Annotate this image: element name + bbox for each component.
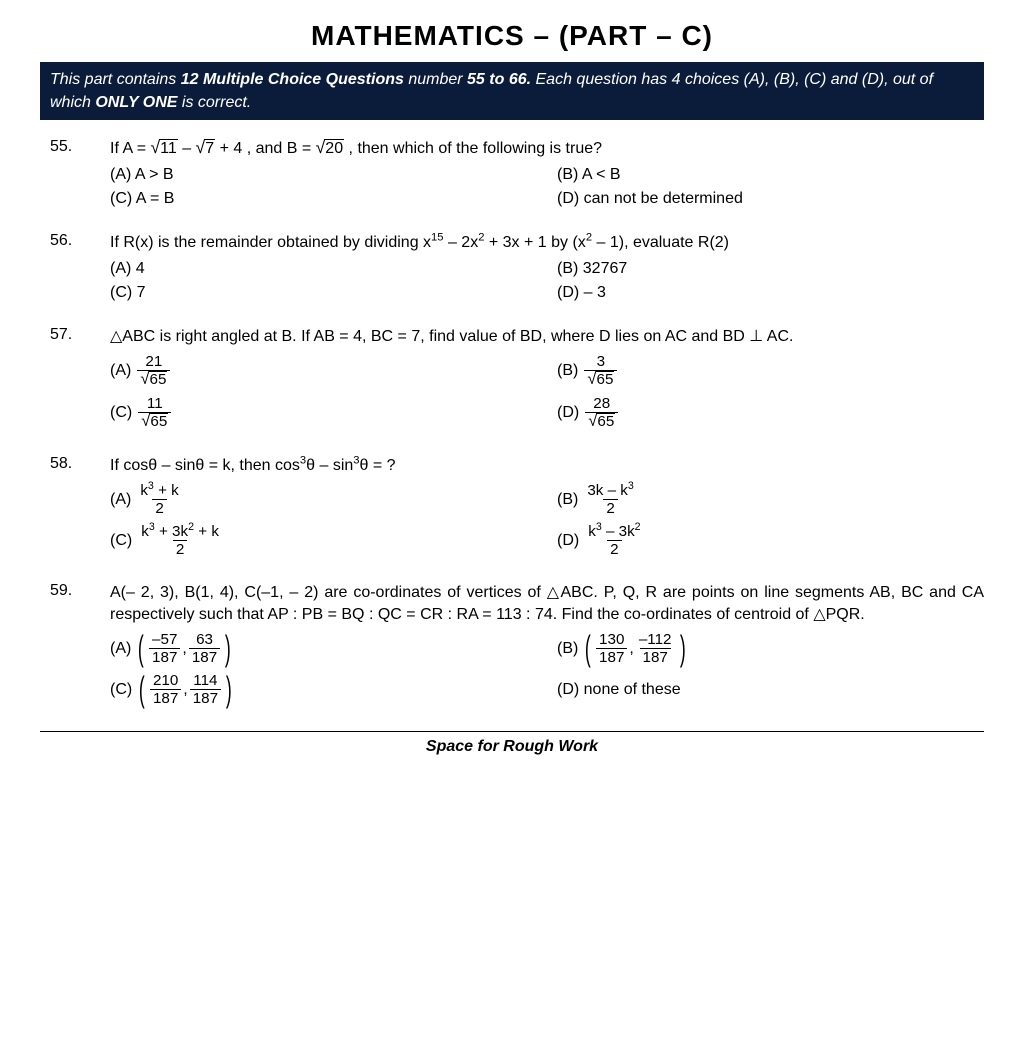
option-b: (B) A < B — [557, 164, 984, 186]
denominator: √65 — [138, 412, 171, 431]
instructions-banner: This part contains 12 Multiple Choice Qu… — [40, 62, 984, 120]
option-label: (C) — [110, 404, 132, 422]
denominator: 2 — [152, 499, 166, 517]
coord-pair: ( 210187 , 114187 ) — [136, 670, 235, 709]
denominator: 2 — [173, 540, 187, 558]
banner-text: number — [404, 71, 467, 88]
option-a: (A) 4 — [110, 258, 537, 280]
option-b: (B) 3 √65 — [557, 351, 984, 391]
banner-text: is correct. — [177, 94, 251, 111]
option-d: (D) 28 √65 — [557, 393, 984, 433]
stem-text: + 4 , and B = — [220, 140, 316, 157]
option-c: (C) A = B — [110, 188, 537, 210]
coord-pair: ( 130187 , –112187 ) — [582, 629, 688, 668]
option-label: (A) — [110, 491, 131, 509]
fraction: 11 √65 — [138, 395, 171, 431]
option-b: (B) 32767 — [557, 258, 984, 280]
stem-text: – 2x — [444, 234, 479, 251]
sqrt-11: √11 — [150, 139, 177, 158]
numerator: 28 — [590, 395, 613, 412]
questions-list: 55. If A = √11 – √7 + 4 , and B = √20 , … — [50, 138, 984, 709]
stem-text: – — [182, 140, 195, 157]
numerator: 21 — [142, 353, 165, 370]
banner-bold-2: 55 to 66. — [467, 71, 531, 88]
question-stem: If R(x) is the remainder obtained by div… — [110, 232, 984, 254]
question-59: 59. A(– 2, 3), B(1, 4), C(–1, – 2) are c… — [50, 582, 984, 709]
coord-pair: ( –57187 , 63187 ) — [135, 629, 234, 668]
numerator: k3 – 3k2 — [585, 523, 643, 540]
page-title: MATHEMATICS – (PART – C) — [40, 20, 984, 52]
numerator: 11 — [144, 395, 166, 412]
fraction: k3 + 3k2 + k 2 — [138, 523, 222, 558]
option-a: (A) A > B — [110, 164, 537, 186]
denominator: 2 — [603, 499, 617, 517]
stem-text: , then which of the following is true? — [349, 140, 602, 157]
question-stem: If cosθ – sinθ = k, then cos3θ – sin3θ =… — [110, 455, 984, 477]
denominator: √65 — [584, 370, 617, 389]
option-b: (B) 3k – k3 2 — [557, 480, 984, 519]
option-d: (D) k3 – 3k2 2 — [557, 521, 984, 560]
numerator: k3 + 3k2 + k — [138, 523, 222, 540]
question-55: 55. If A = √11 – √7 + 4 , and B = √20 , … — [50, 138, 984, 210]
numerator: k3 + k — [137, 482, 181, 499]
fraction: 21 √65 — [137, 353, 170, 389]
option-label: (B) — [557, 362, 578, 380]
stem-text: θ – sin — [306, 457, 353, 474]
fraction: 3k – k3 2 — [584, 482, 636, 517]
question-stem: △ABC is right angled at B. If AB = 4, BC… — [110, 326, 984, 348]
question-stem: If A = √11 – √7 + 4 , and B = √20 , then… — [110, 138, 984, 160]
fraction: 3 √65 — [584, 353, 617, 389]
question-stem: A(– 2, 3), B(1, 4), C(–1, – 2) are co-or… — [110, 582, 984, 625]
sqrt-20: √20 — [316, 139, 344, 158]
stem-text: + 3x + 1 by (x — [484, 234, 585, 251]
denominator: √65 — [585, 412, 618, 431]
option-label: (A) — [110, 362, 131, 380]
exponent: 15 — [431, 232, 443, 244]
banner-text: This part contains — [50, 71, 181, 88]
option-label: (A) — [110, 640, 131, 658]
fraction: k3 + k 2 — [137, 482, 181, 517]
rough-work-label: Space for Rough Work — [40, 738, 984, 756]
option-c: (C) k3 + 3k2 + k 2 — [110, 521, 537, 560]
question-number: 57. — [50, 326, 110, 433]
denominator: √65 — [137, 370, 170, 389]
option-c: (C) 11 √65 — [110, 393, 537, 433]
stem-text: If A = — [110, 140, 150, 157]
stem-text: If cosθ – sinθ = k, then cos — [110, 457, 300, 474]
option-d: (D) – 3 — [557, 282, 984, 304]
option-label: (B) — [557, 491, 578, 509]
question-57: 57. △ABC is right angled at B. If AB = 4… — [50, 326, 984, 433]
option-d: (D) none of these — [557, 670, 984, 709]
fraction: k3 – 3k2 2 — [585, 523, 643, 558]
stem-text: If R(x) is the remainder obtained by div… — [110, 234, 431, 251]
banner-bold-1: 12 Multiple Choice Questions — [181, 71, 404, 88]
question-number: 58. — [50, 455, 110, 561]
denominator: 2 — [607, 540, 621, 558]
option-label: (C) — [110, 532, 132, 550]
option-d: (D) can not be determined — [557, 188, 984, 210]
fraction: 28 √65 — [585, 395, 618, 431]
option-label: (B) — [557, 640, 578, 658]
option-a: (A) k3 + k 2 — [110, 480, 537, 519]
question-number: 56. — [50, 232, 110, 304]
question-number: 59. — [50, 582, 110, 709]
numerator: 3 — [594, 353, 608, 370]
numerator: 3k – k3 — [584, 482, 636, 499]
stem-text: – 1), evaluate R(2) — [592, 234, 729, 251]
option-a: (A) ( –57187 , 63187 ) — [110, 629, 537, 668]
option-c: (C) ( 210187 , 114187 ) — [110, 670, 537, 709]
divider — [40, 731, 984, 732]
option-a: (A) 21 √65 — [110, 351, 537, 391]
sqrt-7: √7 — [196, 139, 216, 158]
option-b: (B) ( 130187 , –112187 ) — [557, 629, 984, 668]
option-label: (D) — [557, 532, 579, 550]
banner-bold-3: ONLY ONE — [95, 94, 177, 111]
option-c: (C) 7 — [110, 282, 537, 304]
question-58: 58. If cosθ – sinθ = k, then cos3θ – sin… — [50, 455, 984, 561]
question-number: 55. — [50, 138, 110, 210]
option-label: (D) — [557, 404, 579, 422]
option-label: (C) — [110, 681, 132, 699]
question-56: 56. If R(x) is the remainder obtained by… — [50, 232, 984, 304]
stem-text: θ = ? — [360, 457, 396, 474]
